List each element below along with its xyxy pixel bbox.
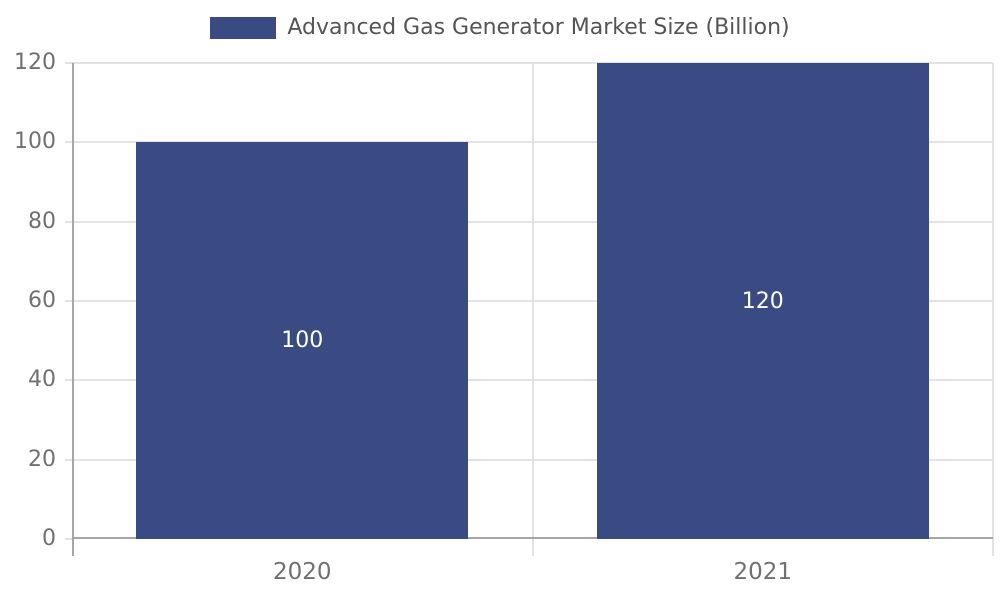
x-tick-label-2020: 2020: [272, 559, 332, 585]
y-tick-20: [65, 458, 72, 461]
bar-2021: 120: [596, 63, 929, 539]
bar-2020: 100: [136, 142, 469, 539]
x-gridline-1: [531, 63, 534, 556]
y-tick-100: [65, 141, 72, 144]
plot-area: 100 120: [65, 62, 994, 556]
y-tick-label-80: 80: [28, 208, 56, 234]
bar-value-label-2021: 120: [741, 288, 784, 314]
x-axis-spine: [72, 537, 993, 539]
y-tick-label-0: 0: [42, 526, 56, 551]
y-tick-label-100: 100: [14, 129, 56, 155]
y-axis-spine: [72, 63, 74, 556]
y-tick-60: [65, 300, 72, 302]
y-tick-label-120: 120: [14, 50, 56, 75]
y-tick-label-60: 60: [28, 288, 56, 313]
bar-value-label-2020: 100: [281, 328, 324, 354]
legend-label: Advanced Gas Generator Market Size (Bill…: [287, 15, 790, 40]
x-tick-label-2021: 2021: [733, 559, 793, 585]
y-tick-120: [65, 62, 72, 64]
y-tick-label-40: 40: [28, 367, 56, 393]
legend: Advanced Gas Generator Market Size (Bill…: [0, 15, 1000, 41]
y-tick-0: [65, 538, 72, 540]
x-gridline-2: [992, 63, 994, 556]
legend-swatch: [210, 17, 277, 39]
y-tick-label-20: 20: [28, 446, 56, 472]
y-tick-80: [65, 220, 72, 223]
y-tick-40: [65, 379, 72, 382]
